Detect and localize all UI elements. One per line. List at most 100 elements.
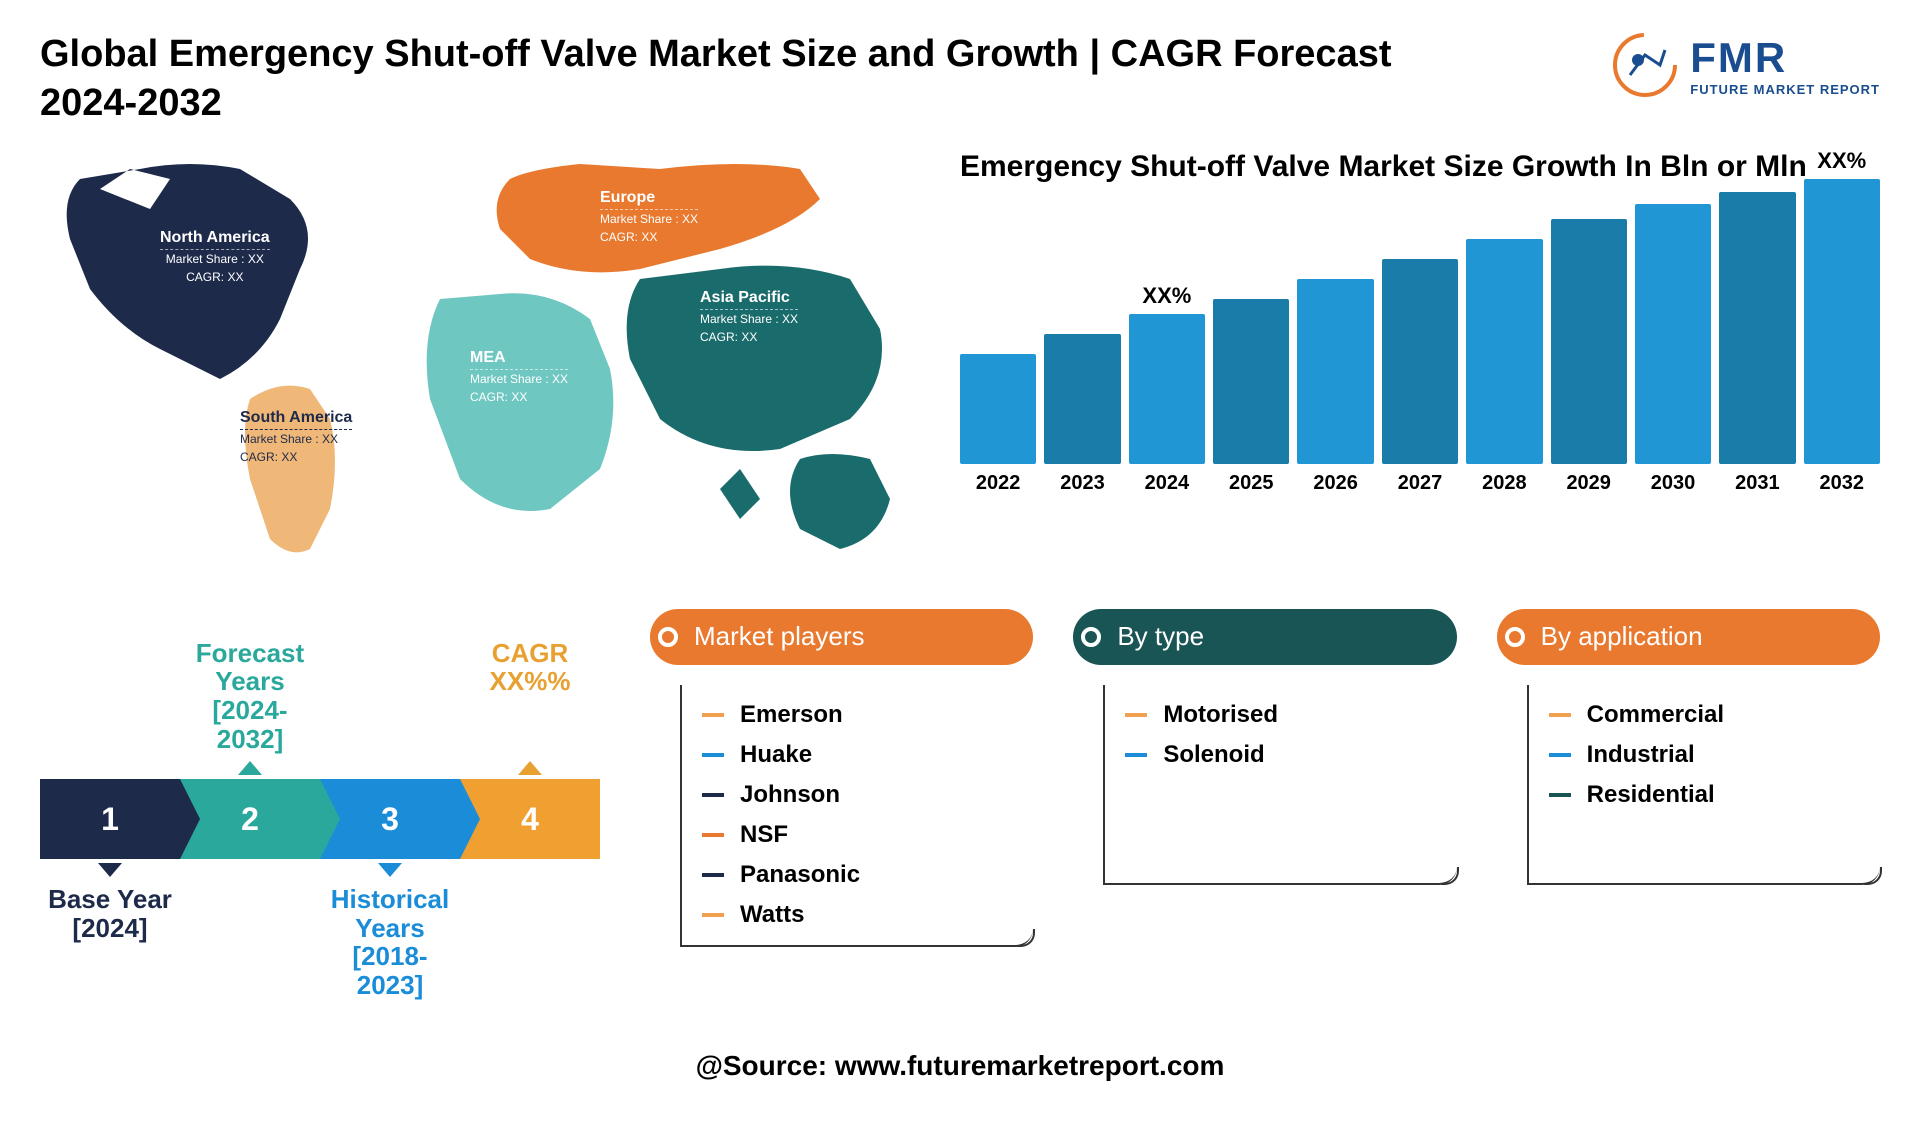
tick-icon — [1549, 753, 1571, 757]
category-item-text: Watts — [740, 901, 804, 929]
arrow-down-icon — [98, 863, 122, 877]
category-item: Residential — [1529, 775, 1880, 815]
bar-label: 2026 — [1313, 472, 1358, 495]
label-north-america: North America Market Share : XX CAGR: XX — [160, 229, 270, 284]
timeline-segment: 2 — [180, 779, 320, 859]
category-title: By application — [1541, 621, 1703, 652]
category-items: Emerson Huake Johnson NSF Panasonic Watts — [680, 685, 1033, 947]
bar-label: 2022 — [976, 472, 1021, 495]
category-item: Commercial — [1529, 695, 1880, 735]
logo-sub: FUTURE MARKET REPORT — [1690, 82, 1880, 97]
category-column: By application Commercial Industrial Reside… — [1497, 609, 1880, 947]
category-item: Industrial — [1529, 735, 1880, 775]
header: Global Emergency Shut-off Valve Market S… — [40, 30, 1880, 129]
bar-chart: Emergency Shut-off Valve Market Size Gro… — [960, 149, 1880, 569]
timeline-top-label — [40, 639, 180, 753]
tick-icon — [702, 833, 724, 837]
bar-wrap: 2028 — [1466, 239, 1542, 495]
bar-annotation: XX% — [1817, 148, 1866, 174]
timeline-bottom-label — [180, 885, 320, 999]
bar-label: 2031 — [1735, 472, 1780, 495]
arrow-up-icon — [238, 761, 262, 775]
timeline-labels-top: Forecast Years [2024-2032] CAGR XX%% — [40, 639, 600, 753]
timeline-top-label: CAGR XX%% — [460, 639, 600, 753]
category-item-text: Motorised — [1163, 701, 1278, 729]
bullet-icon — [1081, 627, 1101, 647]
bar-wrap: 2027 — [1382, 259, 1458, 495]
tick-icon — [702, 873, 724, 877]
bar-wrap: 2025 — [1213, 299, 1289, 495]
main-row: North America Market Share : XX CAGR: XX… — [40, 149, 1880, 569]
timeline-labels-bottom: Base Year [2024] Historical Years [2018-2… — [40, 885, 600, 999]
timeline-bottom-label: Historical Years [2018-2023] — [320, 885, 460, 999]
bar-wrap: 2031 — [1719, 192, 1795, 495]
bar-wrap: 2023 — [1044, 334, 1120, 495]
bar — [1044, 334, 1120, 464]
tick-icon — [1125, 753, 1147, 757]
tick-icon — [702, 793, 724, 797]
bar — [1804, 179, 1880, 464]
tick-icon — [1549, 713, 1571, 717]
bullet-icon — [1505, 627, 1525, 647]
arrow-down-icon — [378, 863, 402, 877]
category-item-text: Emerson — [740, 701, 843, 729]
timeline-bottom-label: Base Year [2024] — [40, 885, 180, 999]
timeline-segment: 3 — [320, 779, 460, 859]
timeline-top-label: Forecast Years [2024-2032] — [180, 639, 320, 753]
category-item-text: Solenoid — [1163, 741, 1264, 769]
bar-wrap: 2030 — [1635, 204, 1711, 495]
bar — [1382, 259, 1458, 464]
category-item: Motorised — [1105, 695, 1456, 735]
timeline-arrows-bottom — [40, 863, 600, 877]
chart-title: Emergency Shut-off Valve Market Size Gro… — [960, 149, 1880, 185]
bar-annotation: XX% — [1142, 283, 1191, 309]
timeline-arrows-top — [40, 761, 600, 775]
bar-wrap: 2029 — [1551, 219, 1627, 495]
bar-wrap: 2022 — [960, 354, 1036, 495]
tick-icon — [702, 713, 724, 717]
timeline-segment: 4 — [460, 779, 600, 859]
bar-label: 2025 — [1229, 472, 1274, 495]
category-item-text: Panasonic — [740, 861, 860, 889]
category-item: Johnson — [682, 775, 1033, 815]
category-item-text: Industrial — [1587, 741, 1695, 769]
timeline-segment: 1 — [40, 779, 180, 859]
category-item-text: Huake — [740, 741, 812, 769]
bar-label: 2029 — [1566, 472, 1611, 495]
bar — [1129, 314, 1205, 464]
bar-wrap: 2026 — [1297, 279, 1373, 495]
label-asia-pacific: Asia Pacific Market Share : XX CAGR: XX — [700, 289, 798, 344]
timeline-bottom-label — [460, 885, 600, 999]
bar — [1466, 239, 1542, 464]
label-south-america: South America Market Share : XX CAGR: XX — [240, 409, 352, 464]
category-title: By type — [1117, 621, 1204, 652]
timeline-top-label — [320, 639, 460, 753]
label-europe: Europe Market Share : XX CAGR: XX — [600, 189, 698, 244]
tick-icon — [1125, 713, 1147, 717]
page-title: Global Emergency Shut-off Valve Market S… — [40, 30, 1440, 129]
category-items: Motorised Solenoid — [1103, 685, 1456, 885]
category-items: Commercial Industrial Residential — [1527, 685, 1880, 885]
bar-wrap: XX%2032 — [1804, 179, 1880, 495]
bars-container: 2022 2023 XX% 2024 2025 2026 2027 2028 2029 2030 2… — [960, 205, 1880, 495]
bottom-row: Forecast Years [2024-2032] CAGR XX%% 1234… — [40, 609, 1880, 1000]
category-item-text: Residential — [1587, 781, 1715, 809]
timeline-bar: 1234 — [40, 779, 600, 859]
category-header: By application — [1497, 609, 1880, 665]
category-header: By type — [1073, 609, 1456, 665]
category-item-text: Johnson — [740, 781, 840, 809]
bar-label: 2023 — [1060, 472, 1105, 495]
arrow-up-icon — [518, 761, 542, 775]
category-item-text: Commercial — [1587, 701, 1724, 729]
bar-label: 2027 — [1398, 472, 1443, 495]
category-header: Market players — [650, 609, 1033, 665]
world-map: North America Market Share : XX CAGR: XX… — [40, 149, 920, 569]
bar — [1551, 219, 1627, 464]
tick-icon — [702, 913, 724, 917]
logo-text: FMR FUTURE MARKET REPORT — [1690, 34, 1880, 97]
bar-label: 2024 — [1145, 472, 1190, 495]
source-text: @Source: www.futuremarketreport.com — [40, 1050, 1880, 1082]
logo: FMR FUTURE MARKET REPORT — [1610, 30, 1880, 100]
category-item-text: NSF — [740, 821, 788, 849]
bar — [1635, 204, 1711, 464]
